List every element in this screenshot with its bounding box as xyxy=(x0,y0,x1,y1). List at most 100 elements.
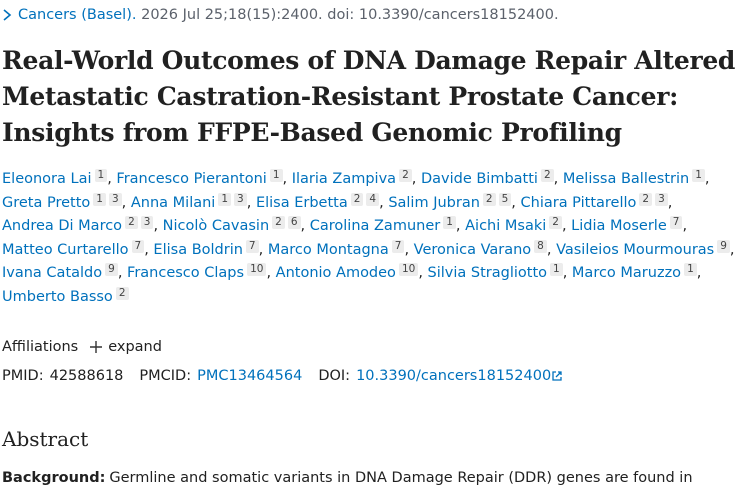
author-link[interactable]: Vasileios Mourmouras xyxy=(556,241,715,258)
separator: , xyxy=(404,241,410,258)
separator: , xyxy=(300,218,306,234)
author-link[interactable]: Francesco Claps xyxy=(127,265,245,281)
author: Melissa Ballestrin 1, xyxy=(562,169,710,187)
author-link[interactable]: Lidia Moserle xyxy=(571,218,667,234)
pmcid-label: PMCID: xyxy=(139,368,192,384)
affiliation-number: 2 xyxy=(350,192,364,206)
author-list: Eleonora Lai 1, Francesco Pierantoni 1, Il… xyxy=(2,168,748,309)
affiliation-number: 3 xyxy=(108,192,122,206)
doi-link[interactable]: 10.3390/cancers18152400 xyxy=(356,368,552,384)
affiliation-number: 4 xyxy=(366,192,380,206)
abstract-heading: Abstract xyxy=(2,427,89,451)
author-link[interactable]: Veronica Varano xyxy=(413,241,532,258)
separator: , xyxy=(411,171,417,187)
separator: , xyxy=(153,218,159,234)
expand-button[interactable]: expand xyxy=(90,336,162,358)
doi-label: DOI: xyxy=(318,368,351,384)
author: Marco Montagna 7, xyxy=(267,239,410,258)
author: Antonio Amodeo 10, xyxy=(275,263,423,281)
author: Chiara Pittarello 2 3, xyxy=(520,192,672,211)
author: Aichi Msaki 2, xyxy=(465,216,567,234)
author: Veronica Varano 8, xyxy=(413,239,552,258)
identifiers: PMID: 42588618 PMCID: PMC13464564 DOI: 1… xyxy=(2,365,748,387)
affiliation-number: 3 xyxy=(234,192,247,206)
journal-link[interactable]: Cancers (Basel). xyxy=(18,7,137,23)
affiliation-number: 7 xyxy=(669,216,683,229)
author: Anna Milani 1 3, xyxy=(130,192,251,211)
author-link[interactable]: Marco Maruzzo xyxy=(571,265,682,281)
pmcid-link[interactable]: PMC13464564 xyxy=(197,368,303,384)
author: Lidia Moserle 7, xyxy=(571,216,687,234)
author-link[interactable]: Matteo Curtarello xyxy=(2,241,129,258)
author-link[interactable]: Elisa Erbetta xyxy=(255,194,348,211)
expand-label[interactable]: expand xyxy=(108,339,162,355)
affiliation-number: 6 xyxy=(287,216,301,229)
affiliation-number: 1 xyxy=(550,263,563,276)
author-link[interactable]: Salim Jubran xyxy=(388,194,480,211)
separator: , xyxy=(546,241,552,258)
affiliation-number: 3 xyxy=(655,192,668,206)
separator: , xyxy=(704,171,710,187)
affiliation-number: 1 xyxy=(692,169,705,182)
author: Greta Pretto 1 3, xyxy=(2,192,127,211)
author-link[interactable]: Ivana Cataldo xyxy=(2,265,103,281)
separator: , xyxy=(729,241,735,258)
affiliation-number: 1 xyxy=(93,192,106,206)
author-link[interactable]: Antonio Amodeo xyxy=(275,265,396,281)
affiliation-number: 8 xyxy=(534,239,547,253)
affiliation-number: 5 xyxy=(498,192,512,206)
separator: , xyxy=(511,194,516,211)
author-link[interactable]: Umberto Basso xyxy=(2,288,113,305)
external-link-icon xyxy=(552,371,562,381)
affiliation-number: 1 xyxy=(218,192,232,206)
affiliations-row: Affiliations expand xyxy=(2,336,748,358)
affiliation-number: 2 xyxy=(399,169,412,182)
author-link[interactable]: Aichi Msaki xyxy=(465,218,547,234)
author-link[interactable]: Eleonora Lai xyxy=(2,171,92,187)
author-link[interactable]: Marco Montagna xyxy=(267,241,389,258)
author-link[interactable]: Andrea Di Marco xyxy=(2,218,123,234)
author-link[interactable]: Carolina Zamuner xyxy=(309,218,441,234)
author-link[interactable]: Davide Bimbatti xyxy=(420,171,538,187)
separator: , xyxy=(117,265,123,281)
separator: , xyxy=(418,265,423,281)
separator: , xyxy=(144,241,149,258)
author: Salim Jubran 2 5, xyxy=(388,192,516,211)
separator: , xyxy=(121,194,127,211)
separator: , xyxy=(696,265,702,281)
page-body: Cancers (Basel). 2026 Jul 25;18(15):2400… xyxy=(0,4,750,504)
author-link[interactable]: Melissa Ballestrin xyxy=(562,171,690,187)
author: Vasileios Mourmouras 9, xyxy=(556,239,735,258)
author: Francesco Pierantoni 1, xyxy=(116,169,287,187)
affiliation-number: 1 xyxy=(94,169,108,182)
affiliation-number: 1 xyxy=(269,169,283,182)
author-link[interactable]: Elisa Boldrin xyxy=(153,241,243,258)
affiliation-number: 10 xyxy=(247,263,267,276)
author: Umberto Basso 2 xyxy=(2,286,129,305)
abstract-text: Germline and somatic variants in DNA Dam… xyxy=(109,470,693,486)
affiliation-number: 10 xyxy=(398,263,419,276)
affiliation-number: 7 xyxy=(131,239,145,253)
affiliation-number: 2 xyxy=(115,286,129,300)
author-link[interactable]: Nicolò Cavasin xyxy=(162,218,270,234)
separator: , xyxy=(258,241,264,258)
author-link[interactable]: Chiara Pittarello xyxy=(520,194,637,211)
separator: , xyxy=(455,218,461,234)
affiliation-number: 2 xyxy=(639,192,653,206)
pmid: 42588618 xyxy=(49,368,124,384)
separator: , xyxy=(562,265,568,281)
affiliation-number: 2 xyxy=(125,216,138,229)
chevron-icon xyxy=(3,9,12,21)
plus-icon xyxy=(90,341,103,353)
affiliation-number: 1 xyxy=(443,216,456,229)
affiliation-number: 1 xyxy=(684,263,697,276)
author-link[interactable]: Anna Milani xyxy=(130,194,216,211)
author-link[interactable]: Silvia Stragliotto xyxy=(427,265,548,281)
author-link[interactable]: Ilaria Zampiva xyxy=(291,171,397,187)
author: Eleonora Lai 1, xyxy=(2,169,112,187)
pmid-label: PMID: xyxy=(2,368,44,384)
separator: , xyxy=(553,171,559,187)
author-link[interactable]: Francesco Pierantoni xyxy=(116,171,267,187)
author-link[interactable]: Greta Pretto xyxy=(2,194,91,211)
